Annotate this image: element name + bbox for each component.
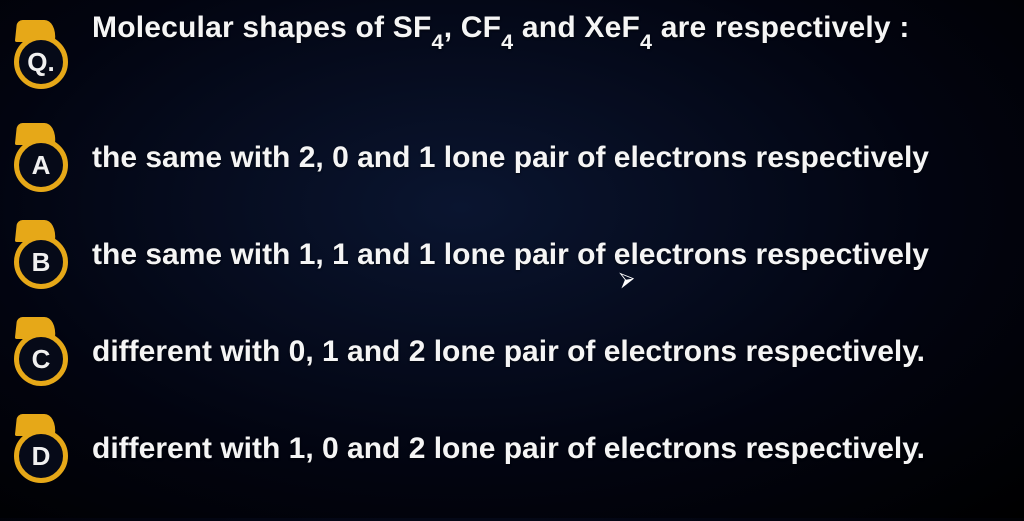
option-row[interactable]: C different with 0, 1 and 2 lone pair of… xyxy=(14,317,994,386)
option-badge: A xyxy=(14,138,68,192)
question-badge: Q. xyxy=(14,35,68,89)
option-row[interactable]: B the same with 1, 1 and 1 lone pair of … xyxy=(14,220,994,289)
option-badge-wrap: D xyxy=(14,414,68,483)
option-badge: B xyxy=(14,235,68,289)
option-row[interactable]: D different with 1, 0 and 2 lone pair of… xyxy=(14,414,994,483)
option-text: different with 0, 1 and 2 lone pair of e… xyxy=(92,333,925,371)
option-badge-wrap: C xyxy=(14,317,68,386)
question-fragment: are respectively : xyxy=(652,11,909,44)
question-text: Molecular shapes of SF4, CF4 and XeF4 ar… xyxy=(92,10,910,50)
option-text: the same with 1, 1 and 1 lone pair of el… xyxy=(92,236,929,274)
option-badge: D xyxy=(14,429,68,483)
option-badge: C xyxy=(14,332,68,386)
option-text: different with 1, 0 and 2 lone pair of e… xyxy=(92,430,925,468)
question-fragment: Molecular shapes of SF xyxy=(92,11,431,44)
option-text: the same with 2, 0 and 1 lone pair of el… xyxy=(92,139,929,177)
quiz-panel: Q. Molecular shapes of SF4, CF4 and XeF4… xyxy=(0,0,1024,521)
option-row[interactable]: A the same with 2, 0 and 1 lone pair of … xyxy=(14,123,994,192)
subscript: 4 xyxy=(501,29,513,54)
subscript: 4 xyxy=(640,29,652,54)
option-badge-wrap: B xyxy=(14,220,68,289)
question-row: Q. Molecular shapes of SF4, CF4 and XeF4… xyxy=(14,10,994,89)
question-fragment: and XeF xyxy=(513,11,640,44)
question-badge-wrap: Q. xyxy=(14,20,68,89)
option-badge-wrap: A xyxy=(14,123,68,192)
subscript: 4 xyxy=(431,29,443,54)
question-fragment: , CF xyxy=(444,11,501,44)
